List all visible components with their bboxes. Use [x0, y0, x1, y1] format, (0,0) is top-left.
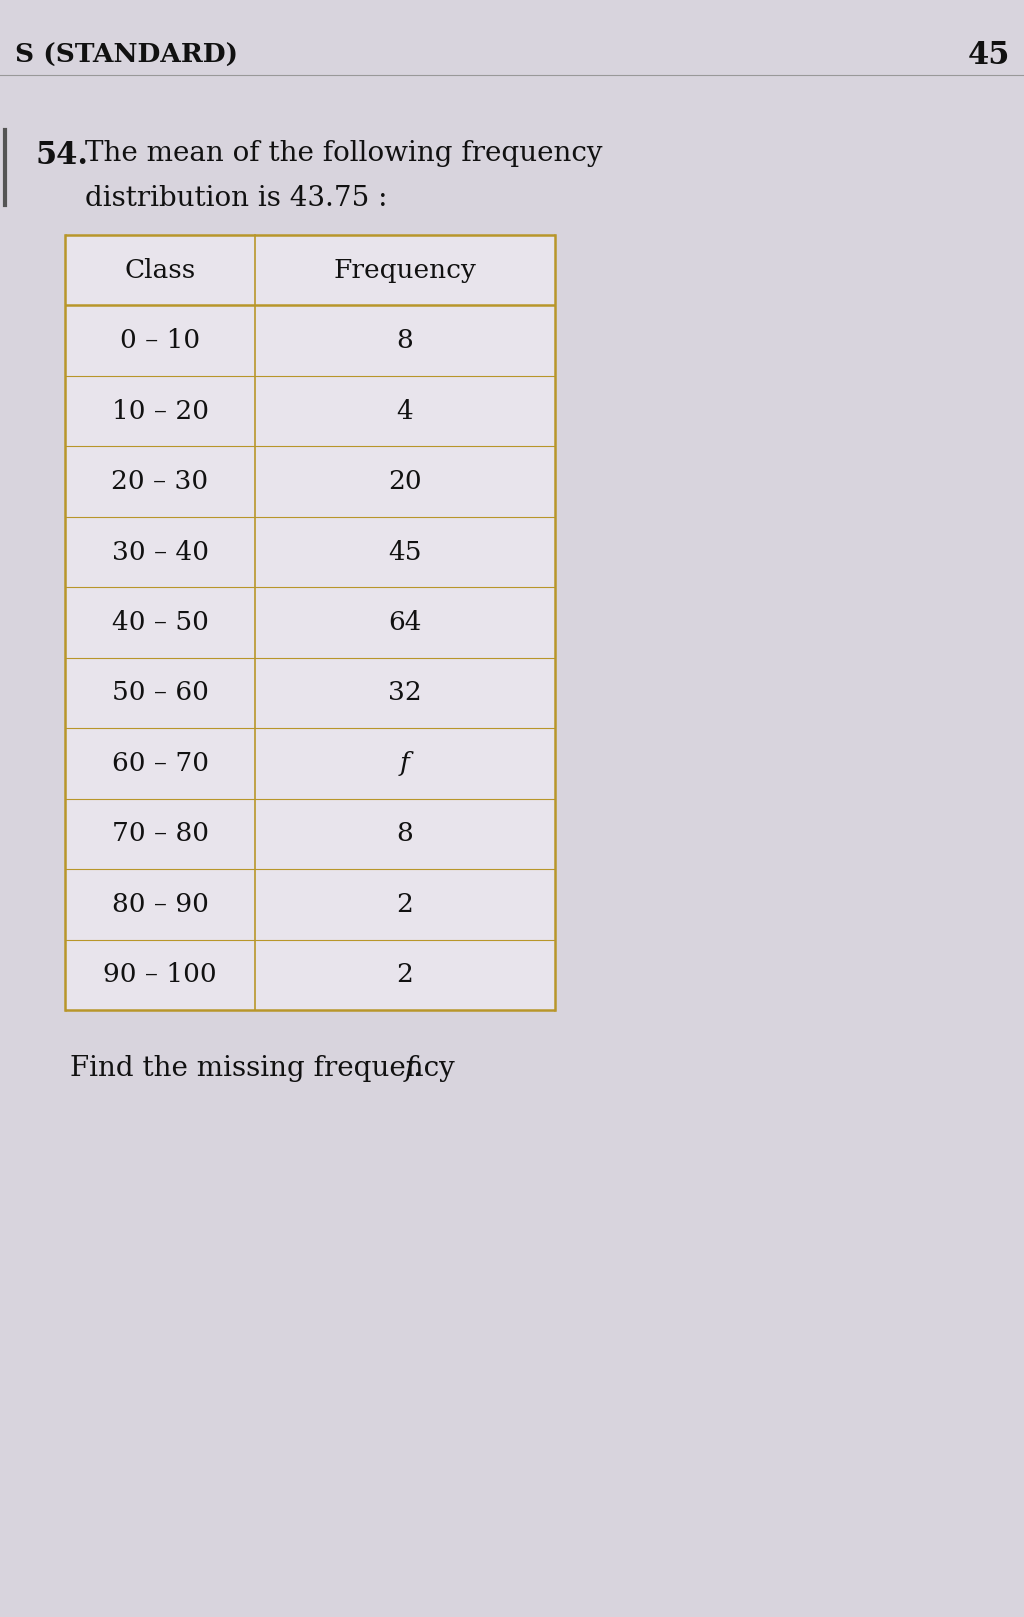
Text: Class: Class: [124, 257, 196, 283]
Text: 8: 8: [396, 821, 414, 846]
Text: 45: 45: [968, 39, 1010, 71]
Text: 30 – 40: 30 – 40: [112, 540, 209, 564]
Text: 80 – 90: 80 – 90: [112, 893, 209, 917]
Text: 60 – 70: 60 – 70: [112, 750, 209, 776]
Text: 8: 8: [396, 328, 414, 353]
Text: 40 – 50: 40 – 50: [112, 610, 209, 635]
Text: Find the missing frequency: Find the missing frequency: [70, 1054, 464, 1082]
Text: 4: 4: [396, 399, 414, 424]
Text: 45: 45: [388, 540, 422, 564]
Text: 50 – 60: 50 – 60: [112, 681, 209, 705]
Text: f.: f.: [406, 1054, 423, 1082]
Text: 10 – 20: 10 – 20: [112, 399, 209, 424]
Text: f: f: [400, 750, 410, 776]
Text: 32: 32: [388, 681, 422, 705]
Text: 64: 64: [388, 610, 422, 635]
Text: S (STANDARD): S (STANDARD): [15, 42, 238, 68]
Text: The mean of the following frequency: The mean of the following frequency: [85, 141, 602, 167]
Text: 20 – 30: 20 – 30: [112, 469, 209, 495]
Text: distribution is 43.75 :: distribution is 43.75 :: [85, 184, 387, 212]
Text: 0 – 10: 0 – 10: [120, 328, 200, 353]
Text: Frequency: Frequency: [334, 257, 476, 283]
Text: 54.: 54.: [35, 141, 88, 171]
Bar: [65, 234, 555, 1011]
Text: 70 – 80: 70 – 80: [112, 821, 209, 846]
Text: 20: 20: [388, 469, 422, 495]
Text: 90 – 100: 90 – 100: [103, 962, 217, 988]
Text: 2: 2: [396, 962, 414, 988]
Text: 2: 2: [396, 893, 414, 917]
